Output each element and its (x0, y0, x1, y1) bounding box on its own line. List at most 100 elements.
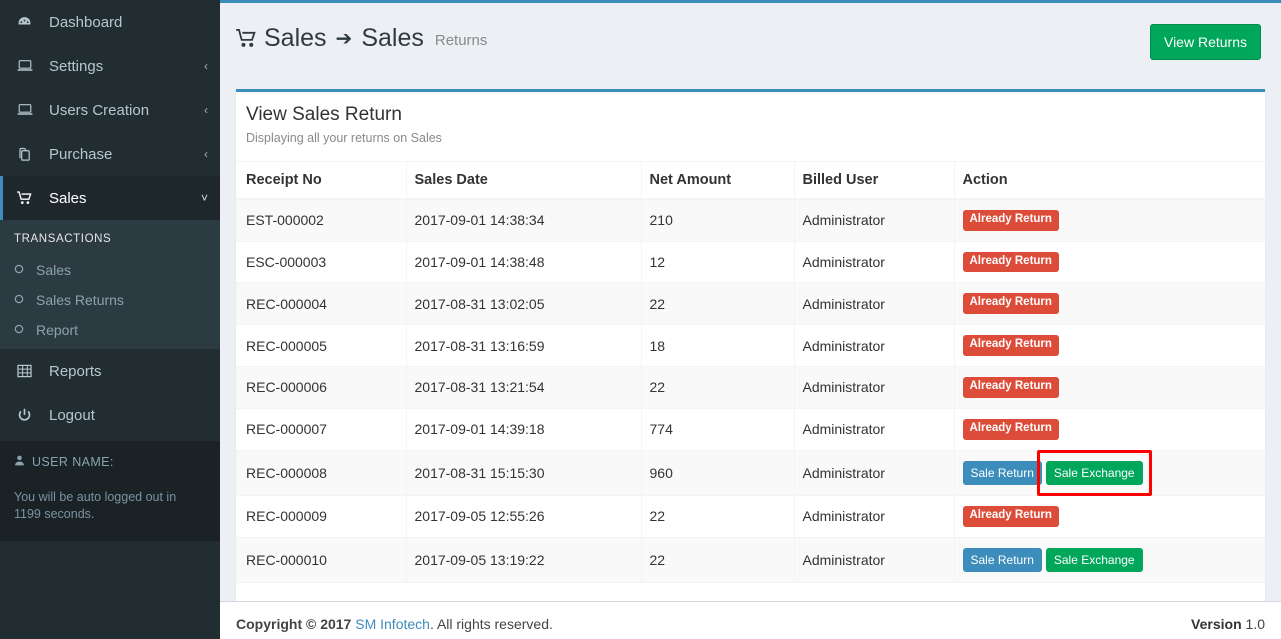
cell-billed-user: Administrator (793, 449, 954, 496)
copyright-suffix: . All rights reserved. (429, 615, 553, 632)
table-icon (17, 364, 43, 378)
sidebar-item-label: Settings (49, 57, 104, 75)
cell-action: Already Return (953, 494, 1265, 538)
sidebar-subitem-label: Sales (36, 262, 72, 278)
cell-receipt-no: REC-000010 (236, 536, 406, 584)
circle-icon (14, 324, 34, 336)
auto-logout-timer: You will be auto logged out in 1199 seco… (14, 490, 177, 521)
action-button-already-return[interactable]: Already Return (962, 209, 1059, 231)
cell-sales-date: 2017-09-01 14:39:18 (405, 407, 641, 451)
sidebar-subitem-label: Report (36, 322, 79, 338)
panel-header: View Sales Return Displaying all your re… (236, 92, 1265, 147)
cell-net-amount: 22 (640, 365, 794, 409)
table-row: REC-000007 2017-09-01 14:39:18 774 Administ… (236, 407, 1265, 451)
user-name-row: USER NAME: (14, 455, 206, 469)
cell-sales-date: 2017-09-05 12:55:26 (405, 494, 641, 538)
sidebar-item-label: Logout (49, 406, 95, 424)
action-button-sale-return[interactable]: Sale Return (962, 460, 1042, 485)
cell-billed-user: Administrator (793, 324, 954, 367)
view-returns-button[interactable]: View Returns (1149, 24, 1261, 61)
cell-sales-date: 2017-08-31 13:16:59 (405, 324, 641, 367)
cell-receipt-no: REC-000007 (236, 407, 406, 451)
action-button-already-return[interactable]: Already Return (962, 293, 1059, 315)
breadcrumb-title-1: Sales (264, 24, 327, 52)
table-header-row: Receipt No Sales Date Net Amount Billed Use… (236, 160, 1265, 200)
sidebar: Dashboard Settings ‹ Users Creation ‹ Purchas… (0, 0, 220, 639)
sidebar-item-dashboard[interactable]: Dashboard (0, 0, 220, 44)
column-header-billed-user: Billed User (793, 160, 954, 200)
submenu-header: TRANSACTIONS (14, 233, 112, 245)
user-panel: USER NAME: You will be auto logged out i… (0, 441, 220, 541)
content-area: Sales ➔ Sales Returns View Returns View … (220, 0, 1281, 639)
cell-action: Already Return (953, 198, 1265, 242)
user-name-label: USER NAME: (32, 455, 114, 469)
cell-net-amount: 22 (640, 494, 794, 538)
sidebar-item-users-creation[interactable]: Users Creation ‹ (0, 88, 220, 132)
cell-net-amount: 774 (640, 407, 794, 451)
breadcrumb-subtitle: Returns (434, 32, 488, 49)
cell-billed-user: Administrator (793, 494, 954, 538)
action-button-already-return[interactable]: Already Return (962, 251, 1059, 273)
cell-receipt-no: REC-000008 (236, 449, 406, 496)
sidebar-item-label: Sales (49, 189, 87, 207)
sidebar-item-settings[interactable]: Settings ‹ (0, 44, 220, 88)
arrow-right-icon: ➔ (335, 27, 353, 50)
version-value: 1.0 (1245, 615, 1265, 632)
sidebar-subitem-report[interactable]: Report (0, 315, 220, 345)
cell-sales-date: 2017-08-31 13:02:05 (405, 282, 641, 326)
laptop-icon (17, 59, 43, 73)
column-header-receipt-no: Receipt No (236, 160, 406, 200)
sidebar-item-reports[interactable]: Reports (0, 349, 220, 393)
cell-sales-date: 2017-09-01 14:38:34 (405, 198, 641, 242)
action-button-sale-exchange[interactable]: Sale Exchange (1045, 547, 1143, 573)
sidebar-subitem-sales-returns[interactable]: Sales Returns (0, 285, 220, 315)
table-row: REC-000009 2017-09-05 12:55:26 22 Administr… (236, 494, 1265, 538)
circle-icon (14, 264, 34, 276)
breadcrumb-title-2: Sales (361, 24, 424, 52)
cell-net-amount: 210 (640, 198, 794, 242)
table-body: EST-000002 2017-09-01 14:38:34 210 Administ… (236, 198, 1265, 584)
sidebar-item-sales[interactable]: Sales ˅ (0, 176, 220, 220)
content-header: Sales ➔ Sales Returns View Returns (220, 3, 1281, 89)
sidebar-item-label: Users Creation (49, 101, 150, 119)
sidebar-item-label: Dashboard (49, 13, 123, 31)
panel-title: View Sales Return (246, 104, 402, 125)
sidebar-item-label: Reports (49, 362, 102, 380)
action-button-already-return[interactable]: Already Return (962, 335, 1059, 356)
action-button-already-return[interactable]: Already Return (962, 505, 1059, 527)
page-title: Sales ➔ Sales Returns (236, 19, 487, 53)
cell-net-amount: 18 (640, 324, 794, 367)
power-icon (17, 408, 43, 423)
sidebar-item-label: Purchase (49, 145, 113, 163)
company-link[interactable]: SM Infotech (355, 615, 430, 632)
user-icon (14, 455, 25, 469)
cart-icon (236, 29, 257, 48)
column-header-net-amount: Net Amount (640, 160, 794, 200)
cell-net-amount: 12 (640, 240, 794, 284)
laptop-icon (17, 103, 43, 117)
action-button-already-return[interactable]: Already Return (962, 376, 1059, 398)
action-button-sale-exchange[interactable]: Sale Exchange (1045, 460, 1143, 485)
cell-action: Already Return (953, 282, 1265, 326)
sidebar-filler (0, 541, 220, 639)
cell-net-amount: 960 (640, 449, 794, 496)
cell-receipt-no: REC-000006 (236, 365, 406, 409)
cell-receipt-no: ESC-000003 (236, 240, 406, 284)
action-button-already-return[interactable]: Already Return (962, 418, 1059, 440)
action-button-sale-return[interactable]: Sale Return (962, 547, 1042, 573)
chevron-icon: ‹ (204, 59, 208, 73)
sidebar-subitem-sales[interactable]: Sales (0, 255, 220, 285)
sidebar-item-purchase[interactable]: Purchase ‹ (0, 132, 220, 176)
version-info: Version 1.0 (1191, 616, 1265, 632)
cell-billed-user: Administrator (793, 198, 954, 242)
sidebar-nav-secondary: Reports Logout (0, 349, 220, 437)
cell-action: Sale Return Sale Exchange (953, 449, 1265, 497)
cell-receipt-no: REC-000005 (236, 324, 406, 367)
cell-receipt-no: REC-000004 (236, 282, 406, 326)
table-row: ESC-000003 2017-09-01 14:38:48 12 Administr… (236, 240, 1265, 284)
cell-sales-date: 2017-09-01 14:38:48 (405, 240, 641, 284)
sidebar-item-logout[interactable]: Logout (0, 393, 220, 437)
sidebar-nav: Dashboard Settings ‹ Users Creation ‹ Purchas… (0, 0, 220, 220)
copyright-text: Copyright © 2017 SM Infotech. All rights… (236, 616, 553, 632)
